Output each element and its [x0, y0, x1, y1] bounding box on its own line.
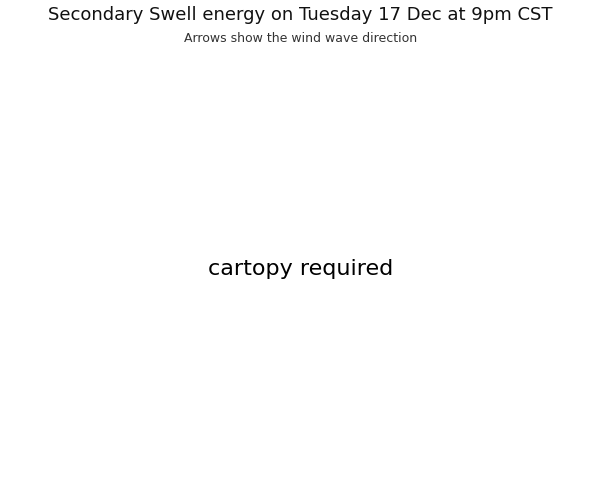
Text: Secondary Swell energy on Tuesday 17 Dec at 9pm CST: Secondary Swell energy on Tuesday 17 Dec… [48, 6, 553, 24]
Text: Arrows show the wind wave direction: Arrows show the wind wave direction [184, 33, 417, 45]
Text: cartopy required: cartopy required [208, 259, 393, 279]
